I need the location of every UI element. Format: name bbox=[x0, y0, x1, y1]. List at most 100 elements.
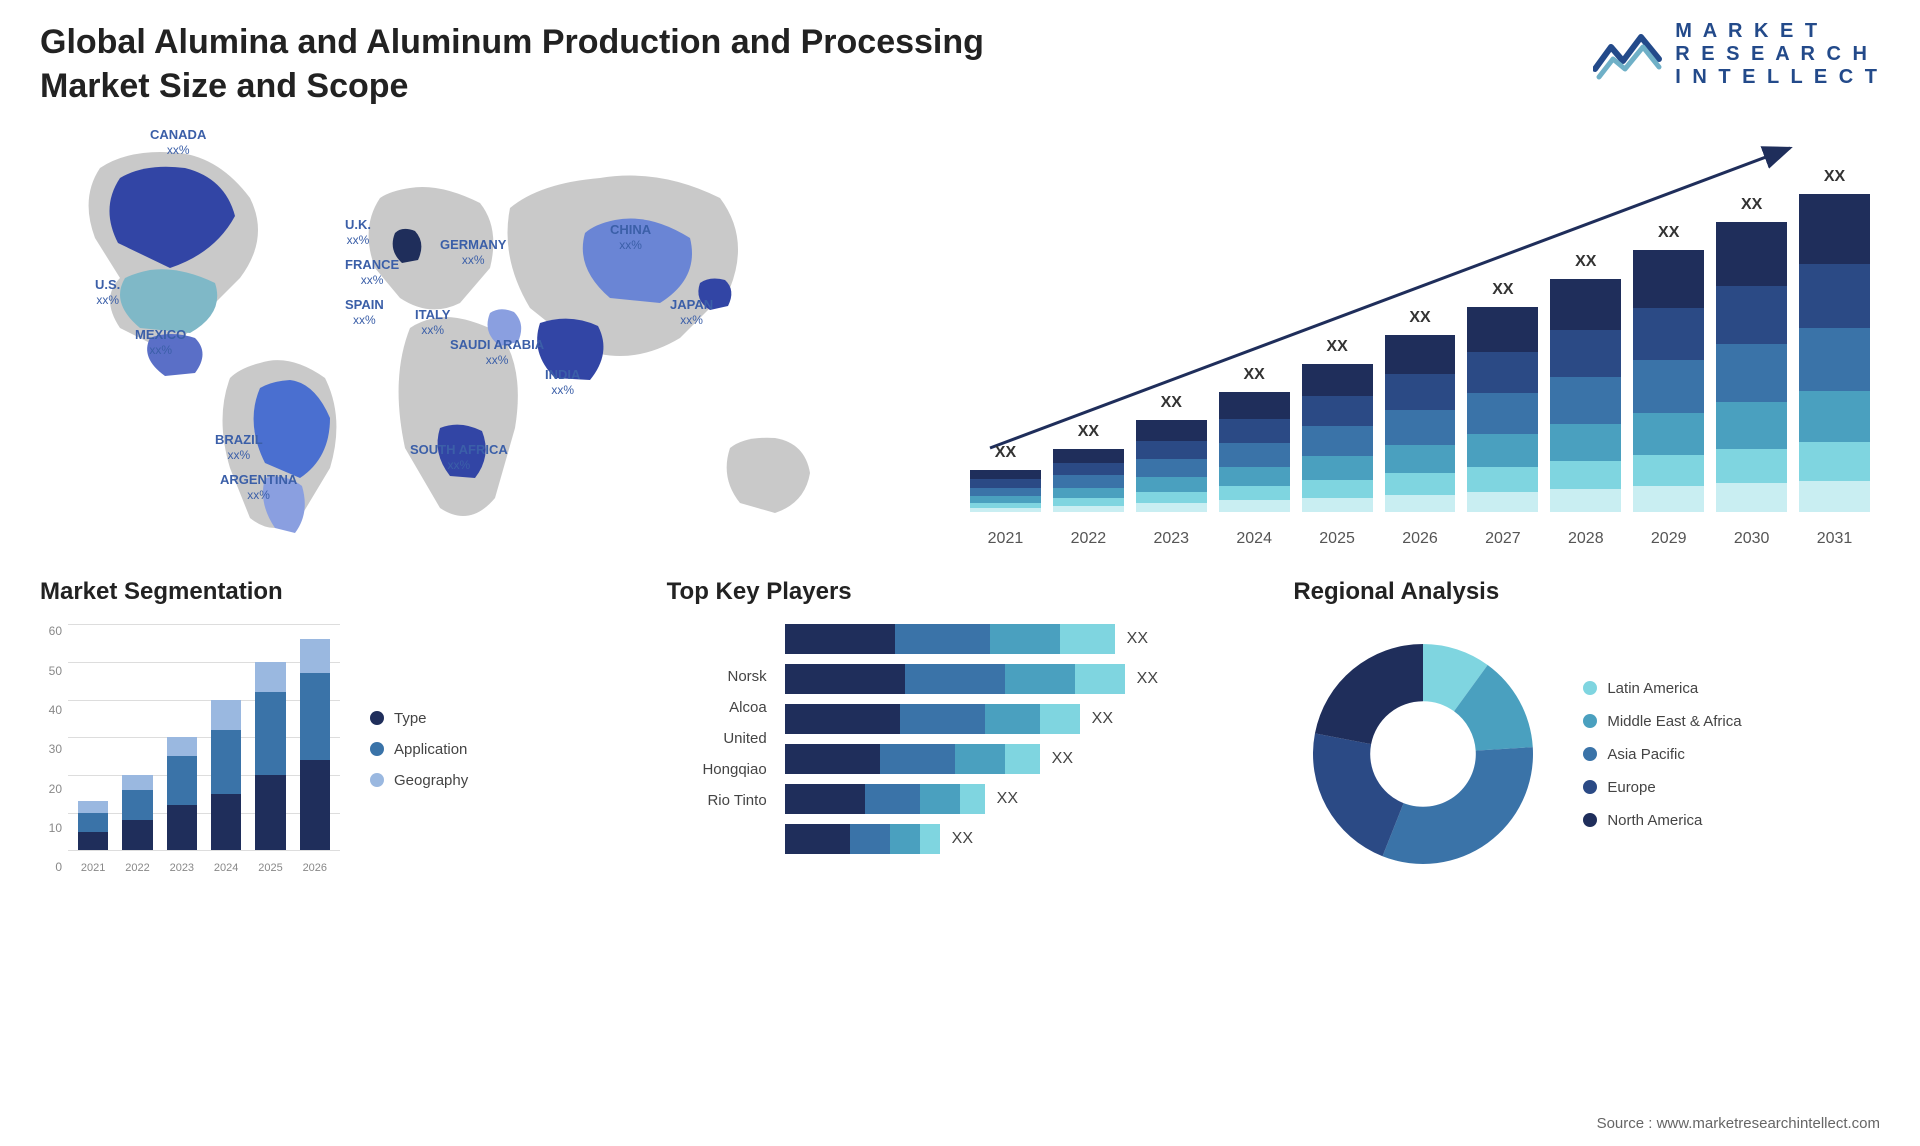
player-bar-row: XX bbox=[785, 624, 1254, 654]
bar-segment bbox=[970, 470, 1041, 479]
bar-segment bbox=[1550, 489, 1621, 512]
player-bar-segment bbox=[1005, 664, 1075, 694]
market-bar-2021: XX bbox=[970, 470, 1041, 512]
bar-segment bbox=[1385, 410, 1456, 445]
market-bar-2022: XX bbox=[1053, 449, 1124, 513]
player-bar-segment bbox=[785, 824, 850, 854]
bar-segment bbox=[1302, 456, 1373, 480]
market-bar-label: XX bbox=[1136, 394, 1207, 412]
bar-segment bbox=[1302, 480, 1373, 498]
segmentation-panel: Market Segmentation 6050403020100 202120… bbox=[40, 578, 627, 884]
seg-segment-geography bbox=[167, 737, 197, 756]
seg-segment-application bbox=[78, 813, 108, 832]
bar-segment bbox=[1716, 286, 1787, 344]
bar-segment bbox=[1633, 486, 1704, 512]
segmentation-y-axis: 6050403020100 bbox=[40, 624, 68, 874]
map-label-south-africa: SOUTH AFRICAxx% bbox=[410, 443, 508, 472]
legend-label: Asia Pacific bbox=[1607, 746, 1685, 763]
seg-segment-geography bbox=[78, 801, 108, 812]
y-tick: 60 bbox=[49, 624, 62, 638]
player-bar-segment bbox=[985, 704, 1040, 734]
bar-segment bbox=[1385, 374, 1456, 409]
player-value-label: XX bbox=[1127, 630, 1148, 648]
player-bar-segment bbox=[785, 784, 865, 814]
key-players-panel: Top Key Players NorskAlcoaUnitedHongqiao… bbox=[667, 578, 1254, 884]
market-bar-2029: XX bbox=[1633, 250, 1704, 512]
market-bar-2027: XX bbox=[1467, 307, 1538, 512]
seg-bar-2026 bbox=[300, 639, 330, 850]
bar-segment bbox=[1467, 393, 1538, 434]
legend-label: Middle East & Africa bbox=[1607, 713, 1741, 730]
player-bar-segment bbox=[920, 784, 960, 814]
bar-segment bbox=[1799, 391, 1870, 442]
legend-swatch bbox=[370, 742, 384, 756]
player-bar-segment bbox=[785, 624, 895, 654]
bar-segment bbox=[1799, 442, 1870, 480]
player-label: Alcoa bbox=[667, 699, 767, 716]
market-year-label: 2026 bbox=[1385, 530, 1456, 548]
y-tick: 0 bbox=[55, 860, 62, 874]
market-bar-label: XX bbox=[1302, 338, 1373, 356]
player-bar-segment bbox=[920, 824, 940, 854]
legend-label: Latin America bbox=[1607, 680, 1698, 697]
bar-segment bbox=[1716, 483, 1787, 512]
bar-segment bbox=[1219, 392, 1290, 418]
brand-logo: M A R K E T R E S E A R C H I N T E L L … bbox=[1593, 20, 1880, 89]
legend-swatch bbox=[1583, 813, 1597, 827]
market-year-label: 2029 bbox=[1633, 530, 1704, 548]
player-bar-segment bbox=[960, 784, 985, 814]
bar-segment bbox=[970, 496, 1041, 503]
player-bar-segment bbox=[1075, 664, 1125, 694]
map-label-china: CHINAxx% bbox=[610, 223, 651, 252]
player-bar bbox=[785, 744, 1040, 774]
bar-segment bbox=[1467, 307, 1538, 352]
bar-segment bbox=[1302, 498, 1373, 513]
top-row: CANADAxx%U.S.xx%MEXICOxx%BRAZILxx%ARGENT… bbox=[40, 128, 1880, 548]
map-label-india: INDIAxx% bbox=[545, 368, 580, 397]
key-players-title: Top Key Players bbox=[667, 578, 1254, 606]
bar-segment bbox=[1550, 377, 1621, 424]
bar-segment bbox=[1799, 328, 1870, 392]
regional-donut bbox=[1293, 624, 1553, 884]
bar-segment bbox=[1550, 461, 1621, 489]
market-year-label: 2030 bbox=[1716, 530, 1787, 548]
seg-bar-2022 bbox=[122, 775, 152, 850]
player-label: Rio Tinto bbox=[667, 792, 767, 809]
market-bar-2028: XX bbox=[1550, 279, 1621, 513]
seg-segment-application bbox=[255, 692, 285, 775]
bar-segment bbox=[1053, 488, 1124, 498]
player-value-label: XX bbox=[952, 830, 973, 848]
player-bar-segment bbox=[785, 744, 880, 774]
bar-segment bbox=[1053, 498, 1124, 506]
player-value-label: XX bbox=[997, 790, 1018, 808]
player-bar-row: XX bbox=[785, 784, 1254, 814]
market-year-label: 2024 bbox=[1219, 530, 1290, 548]
map-label-brazil: BRAZILxx% bbox=[215, 433, 263, 462]
seg-segment-type bbox=[300, 760, 330, 850]
bar-segment bbox=[970, 488, 1041, 497]
players-bars: XXXXXXXXXXXX bbox=[785, 624, 1254, 854]
player-bar-segment bbox=[905, 664, 1005, 694]
seg-year-label: 2026 bbox=[300, 862, 330, 874]
bar-segment bbox=[1219, 467, 1290, 486]
legend-swatch bbox=[1583, 681, 1597, 695]
bar-segment bbox=[1716, 344, 1787, 402]
player-bar-segment bbox=[865, 784, 920, 814]
region-legend-item: North America bbox=[1583, 812, 1741, 829]
market-bar-label: XX bbox=[1799, 168, 1870, 186]
bar-segment bbox=[1799, 481, 1870, 513]
seg-segment-type bbox=[122, 820, 152, 850]
player-label: United bbox=[667, 730, 767, 747]
market-bar-label: XX bbox=[1467, 281, 1538, 299]
legend-item-application: Application bbox=[370, 741, 468, 758]
regional-panel: Regional Analysis Latin AmericaMiddle Ea… bbox=[1293, 578, 1880, 884]
player-bar-segment bbox=[785, 704, 900, 734]
bar-segment bbox=[1716, 402, 1787, 448]
bar-segment bbox=[1550, 424, 1621, 461]
seg-bar-2024 bbox=[211, 700, 241, 851]
market-year-label: 2027 bbox=[1467, 530, 1538, 548]
bar-segment bbox=[1053, 475, 1124, 488]
player-bar-segment bbox=[1005, 744, 1040, 774]
market-bar-2026: XX bbox=[1385, 335, 1456, 512]
market-bar-2031: XX bbox=[1799, 194, 1870, 513]
